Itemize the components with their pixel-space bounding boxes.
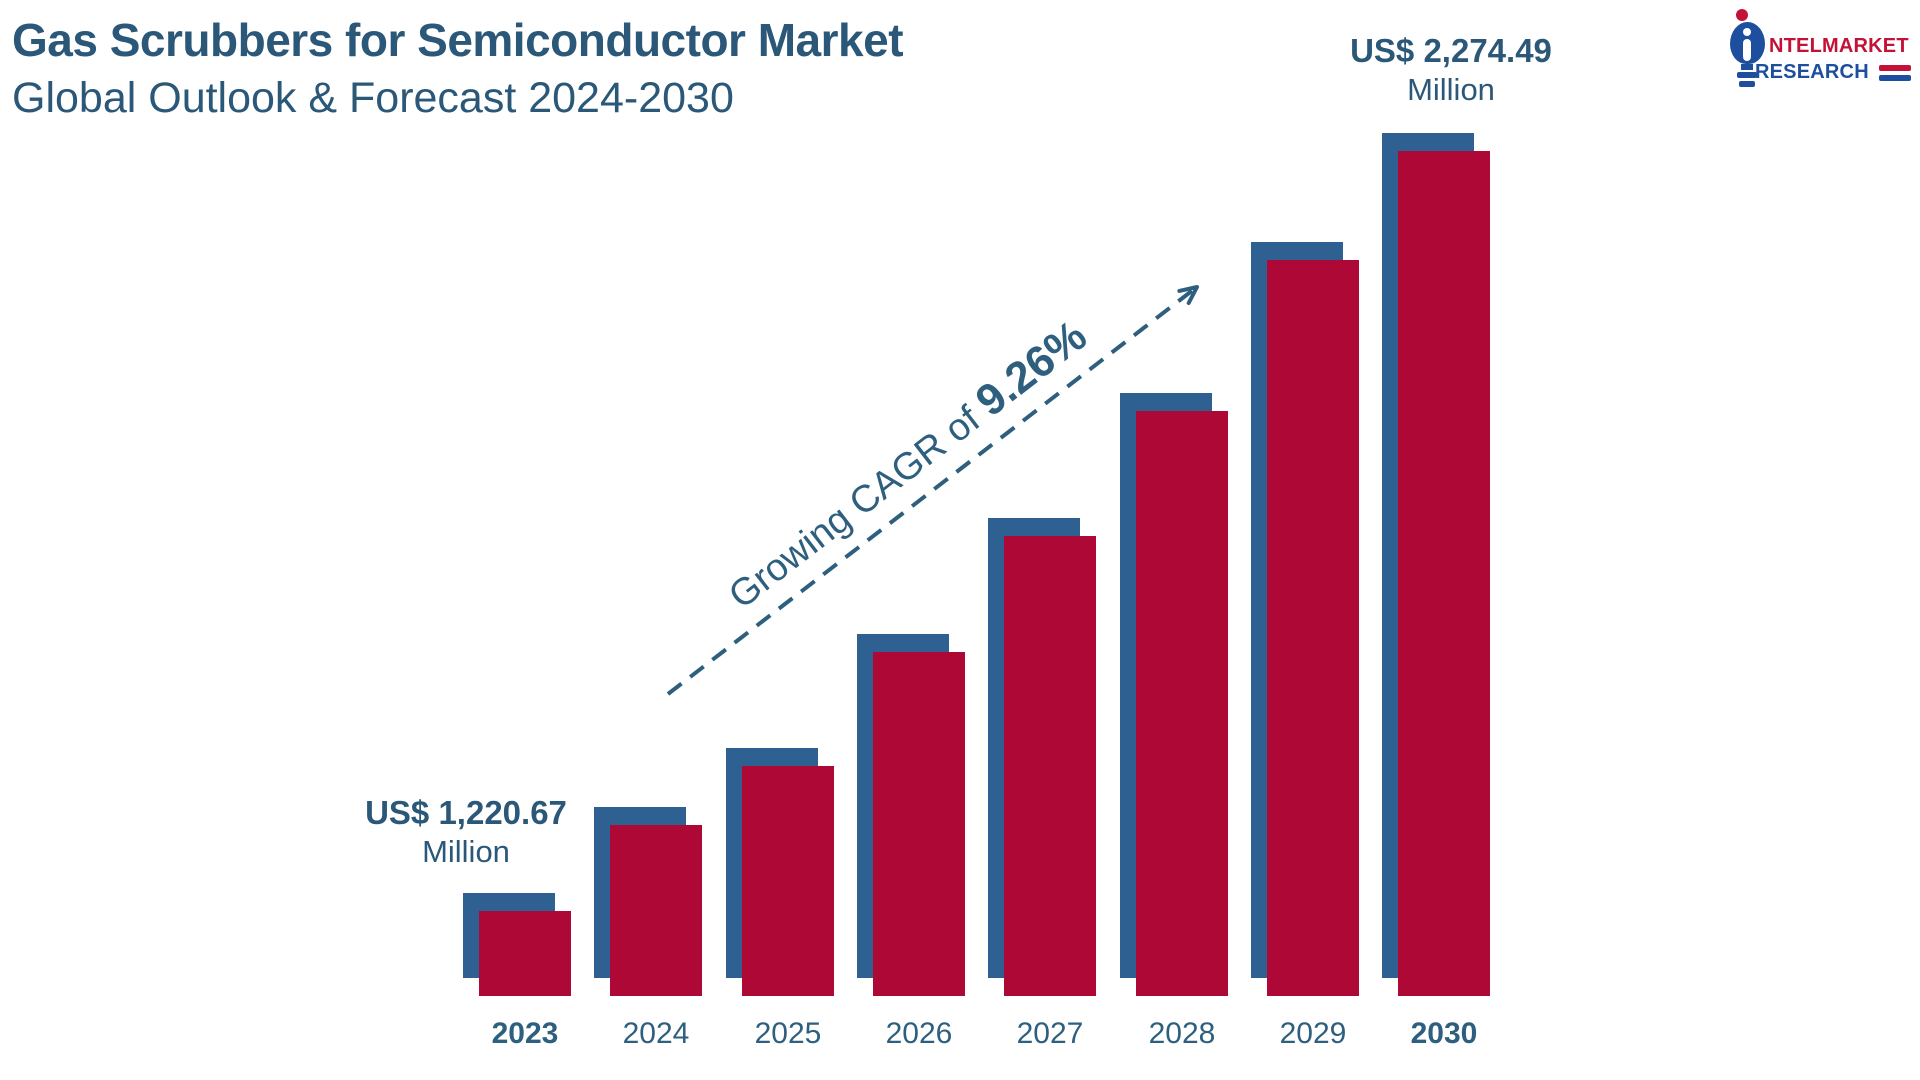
x-axis-label-2025: 2025 bbox=[754, 1017, 822, 1050]
logo-bulb-neck-icon bbox=[1741, 64, 1753, 70]
x-axis-label-2029: 2029 bbox=[1279, 1017, 1347, 1050]
bar-2028 bbox=[1136, 411, 1228, 996]
x-axis-label-2027: 2027 bbox=[1016, 1017, 1084, 1050]
growth-arrow-icon bbox=[666, 285, 1199, 696]
value-label-2023-amount: US$ 1,220.67 bbox=[365, 794, 567, 831]
logo-text: NTELMARKET RESEARCH bbox=[1755, 35, 1911, 84]
logo-text-intelmarket: NTELMARKET bbox=[1769, 35, 1909, 57]
bar-2024 bbox=[610, 825, 702, 996]
x-axis-label-2030: 2030 bbox=[1410, 1017, 1478, 1050]
bar-2026 bbox=[873, 652, 965, 996]
x-axis-label-2023: 2023 bbox=[491, 1017, 559, 1050]
logo-i-stem-icon bbox=[1743, 39, 1751, 61]
x-axis-label-2024: 2024 bbox=[622, 1017, 690, 1050]
bar-2029 bbox=[1267, 260, 1359, 996]
page-subtitle: Global Outlook & Forecast 2024-2030 bbox=[12, 73, 734, 122]
value-label-2023-unit: Million bbox=[422, 834, 510, 870]
value-label-2030-unit: Million bbox=[1407, 72, 1495, 108]
logo-flag-bars-icon bbox=[1878, 64, 1911, 81]
logo-red-dot-icon bbox=[1736, 9, 1748, 21]
logo-bulb-base-icon bbox=[1739, 81, 1755, 87]
page-title: Gas Scrubbers for Semiconductor Market bbox=[12, 14, 904, 66]
value-label-2030: US$ 2,274.49 Million bbox=[1350, 30, 1552, 110]
lightbulb-logo-icon bbox=[1729, 8, 1771, 92]
brand-logo: NTELMARKET RESEARCH bbox=[1729, 8, 1914, 92]
x-axis-label-2026: 2026 bbox=[885, 1017, 953, 1050]
value-label-2030-amount: US$ 2,274.49 bbox=[1350, 32, 1552, 69]
bar-2030 bbox=[1398, 151, 1490, 996]
x-axis-label-2028: 2028 bbox=[1148, 1017, 1216, 1050]
logo-bulb-base-icon bbox=[1737, 72, 1757, 78]
logo-text-research: RESEARCH bbox=[1755, 61, 1869, 83]
header: Gas Scrubbers for Semiconductor Market G… bbox=[12, 14, 904, 122]
bar-2023 bbox=[479, 911, 571, 996]
value-label-2023: US$ 1,220.67 Million bbox=[365, 792, 567, 872]
bar-2027 bbox=[1004, 536, 1096, 996]
bar-2025 bbox=[742, 766, 834, 996]
logo-i-dot-icon bbox=[1743, 28, 1751, 36]
